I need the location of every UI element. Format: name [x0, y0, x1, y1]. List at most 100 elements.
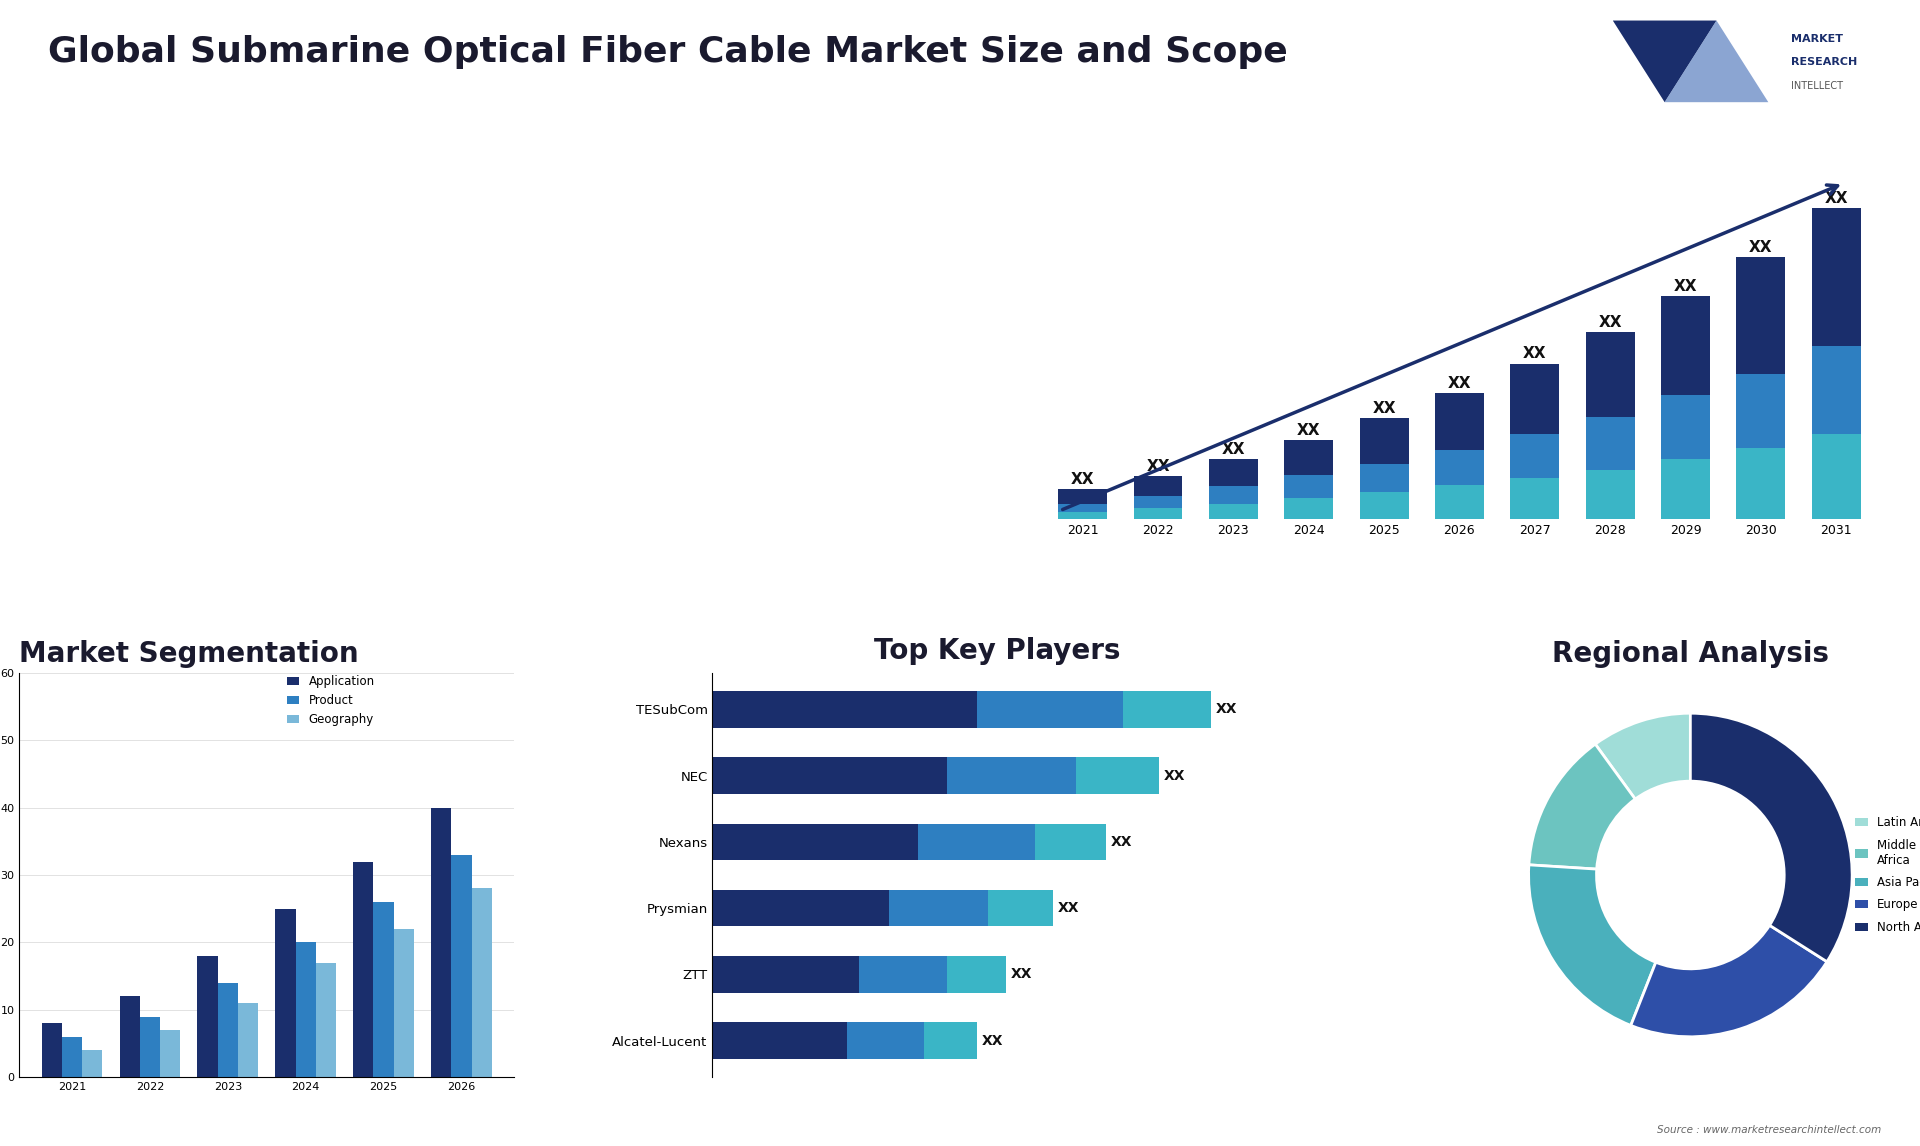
- Bar: [712, 824, 918, 861]
- Bar: [712, 1022, 847, 1059]
- Text: XX: XX: [1146, 458, 1169, 473]
- Bar: [712, 758, 947, 794]
- Polygon shape: [1665, 21, 1768, 102]
- Bar: [217, 983, 238, 1077]
- Text: Global Submarine Optical Fiber Cable Market Size and Scope: Global Submarine Optical Fiber Cable Mar…: [48, 34, 1288, 69]
- Bar: [1133, 509, 1183, 519]
- Wedge shape: [1690, 713, 1853, 961]
- Bar: [1736, 374, 1786, 448]
- Bar: [977, 691, 1123, 728]
- Text: XX: XX: [1523, 346, 1546, 361]
- Bar: [1434, 449, 1484, 485]
- Title: Regional Analysis: Regional Analysis: [1551, 639, 1830, 668]
- Text: XX: XX: [1058, 901, 1079, 916]
- Bar: [198, 956, 217, 1077]
- Bar: [1210, 458, 1258, 486]
- Bar: [1434, 485, 1484, 519]
- Bar: [1077, 758, 1158, 794]
- Bar: [712, 691, 977, 728]
- Bar: [1284, 476, 1332, 497]
- Bar: [1359, 418, 1409, 464]
- Text: XX: XX: [1448, 376, 1471, 391]
- Bar: [1812, 207, 1860, 346]
- Bar: [847, 1022, 924, 1059]
- Bar: [1736, 258, 1786, 374]
- Bar: [1058, 489, 1108, 503]
- Bar: [1736, 448, 1786, 519]
- Bar: [1434, 393, 1484, 449]
- Bar: [1058, 512, 1108, 519]
- Bar: [42, 1023, 61, 1077]
- Bar: [1586, 331, 1634, 416]
- Text: XX: XX: [1221, 442, 1244, 457]
- Bar: [472, 888, 492, 1077]
- Bar: [1511, 363, 1559, 434]
- Bar: [1123, 691, 1212, 728]
- Title: Top Key Players: Top Key Players: [874, 637, 1121, 665]
- Bar: [858, 956, 947, 992]
- Text: XX: XX: [1110, 835, 1133, 849]
- Bar: [1035, 824, 1106, 861]
- Bar: [1133, 476, 1183, 496]
- Bar: [989, 890, 1052, 926]
- Text: XX: XX: [1164, 769, 1185, 783]
- Wedge shape: [1630, 925, 1828, 1037]
- Bar: [712, 890, 889, 926]
- Bar: [159, 1030, 180, 1077]
- Text: XX: XX: [981, 1034, 1002, 1047]
- Text: XX: XX: [1215, 702, 1238, 716]
- Bar: [1359, 492, 1409, 519]
- Bar: [1586, 416, 1634, 470]
- Bar: [317, 963, 336, 1077]
- Bar: [275, 909, 296, 1077]
- Bar: [83, 1050, 102, 1077]
- Wedge shape: [1596, 713, 1690, 799]
- Text: RESEARCH: RESEARCH: [1791, 57, 1859, 68]
- Bar: [947, 956, 1006, 992]
- Bar: [1661, 395, 1711, 458]
- Bar: [432, 808, 451, 1077]
- Bar: [238, 1003, 257, 1077]
- Text: XX: XX: [1674, 280, 1697, 295]
- Wedge shape: [1528, 865, 1655, 1026]
- Text: MARKET: MARKET: [1791, 33, 1843, 44]
- Legend: Application, Product, Geography: Application, Product, Geography: [282, 670, 380, 731]
- Bar: [1812, 346, 1860, 434]
- Bar: [374, 902, 394, 1077]
- Bar: [1284, 440, 1332, 476]
- Bar: [947, 758, 1077, 794]
- Text: XX: XX: [1071, 472, 1094, 487]
- Text: XX: XX: [1298, 423, 1321, 438]
- Text: XX: XX: [1597, 314, 1622, 330]
- Polygon shape: [1613, 21, 1716, 102]
- Text: XX: XX: [1373, 401, 1396, 416]
- Bar: [353, 862, 374, 1077]
- Bar: [1661, 297, 1711, 395]
- Bar: [1511, 434, 1559, 478]
- Bar: [1359, 464, 1409, 492]
- Bar: [1058, 503, 1108, 512]
- Bar: [1661, 458, 1711, 519]
- Bar: [140, 1017, 159, 1077]
- Bar: [1210, 503, 1258, 519]
- Bar: [119, 996, 140, 1077]
- Wedge shape: [1528, 744, 1636, 869]
- Bar: [889, 890, 989, 926]
- Bar: [1586, 470, 1634, 519]
- Text: Source : www.marketresearchintellect.com: Source : www.marketresearchintellect.com: [1657, 1124, 1882, 1135]
- Bar: [451, 855, 472, 1077]
- Legend: Latin America, Middle East &
Africa, Asia Pacific, Europe, North America: Latin America, Middle East & Africa, Asi…: [1851, 811, 1920, 939]
- Bar: [924, 1022, 977, 1059]
- Bar: [1511, 478, 1559, 519]
- Bar: [1812, 434, 1860, 519]
- Text: Market Segmentation: Market Segmentation: [19, 639, 359, 668]
- Bar: [1210, 486, 1258, 503]
- Bar: [1284, 497, 1332, 519]
- Bar: [918, 824, 1035, 861]
- Bar: [296, 942, 317, 1077]
- Text: INTELLECT: INTELLECT: [1791, 81, 1843, 91]
- Bar: [712, 956, 858, 992]
- Bar: [394, 929, 415, 1077]
- Text: XX: XX: [1824, 191, 1847, 206]
- Bar: [1133, 496, 1183, 509]
